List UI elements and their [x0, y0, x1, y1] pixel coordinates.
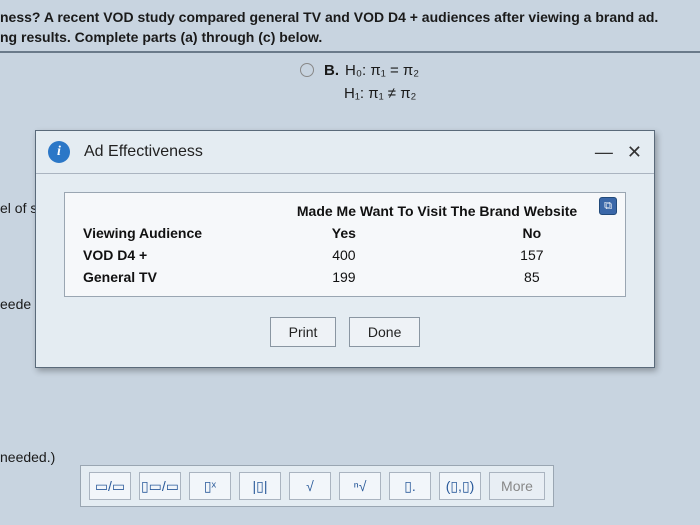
- cropped-left-text: el of s eede: [0, 200, 37, 392]
- print-button[interactable]: Print: [270, 317, 337, 347]
- tool-interval[interactable]: (▯,▯): [439, 472, 481, 500]
- math-toolbar: ▭/▭ ▯▭/▭ ▯ˣ |▯| √ ⁿ√ ▯. (▯,▯) More: [80, 465, 554, 507]
- col-audience: Viewing Audience: [65, 222, 249, 244]
- dialog-title: Ad Effectiveness: [84, 143, 595, 161]
- copy-icon[interactable]: ⧉: [599, 197, 617, 215]
- close-button[interactable]: ✕: [627, 142, 642, 163]
- tool-power[interactable]: ▯ˣ: [189, 472, 231, 500]
- data-table: Made Me Want To Visit The Brand Website …: [65, 199, 625, 288]
- data-table-panel: ⧉ Made Me Want To Visit The Brand Websit…: [64, 192, 626, 297]
- table-super-header: Made Me Want To Visit The Brand Website: [249, 199, 625, 222]
- tool-abs[interactable]: |▯|: [239, 472, 281, 500]
- col-no: No: [439, 222, 625, 244]
- null-hypothesis: H₀: π₁ = π₂: [345, 60, 419, 83]
- cell-yes: 199: [249, 266, 439, 288]
- tool-dot[interactable]: ▯.: [389, 472, 431, 500]
- cell-no: 85: [439, 266, 625, 288]
- cell-yes: 400: [249, 244, 439, 266]
- option-label: B.: [324, 60, 339, 83]
- cell-no: 157: [439, 244, 625, 266]
- minimize-button[interactable]: —: [595, 142, 613, 163]
- tool-fraction[interactable]: ▭/▭: [89, 472, 131, 500]
- table-row: VOD D4 + 400 157: [65, 244, 625, 266]
- tool-nroot[interactable]: ⁿ√: [339, 472, 381, 500]
- row-label: General TV: [65, 266, 249, 288]
- ad-effectiveness-dialog: i Ad Effectiveness — ✕ ⧉ Made Me Want To…: [35, 130, 655, 368]
- table-row: General TV 199 85: [65, 266, 625, 288]
- question-text: ness? A recent VOD study compared genera…: [0, 0, 700, 53]
- dialog-titlebar: i Ad Effectiveness — ✕: [36, 131, 654, 174]
- crop-a: el of s: [0, 200, 37, 216]
- hypothesis-option: B. H₀: π₁ = π₂ H₁: π₁ ≠ π₂: [300, 60, 419, 105]
- info-icon: i: [48, 141, 70, 163]
- row-label: VOD D4 +: [65, 244, 249, 266]
- crop-b: eede: [0, 296, 37, 312]
- tool-mixed[interactable]: ▯▭/▭: [139, 472, 181, 500]
- tool-sqrt[interactable]: √: [289, 472, 331, 500]
- needed-text: needed.): [0, 449, 55, 465]
- tool-more[interactable]: More: [489, 472, 545, 500]
- radio-option-b[interactable]: [300, 63, 314, 77]
- done-button[interactable]: Done: [349, 317, 420, 347]
- alt-hypothesis: H₁: π₁ ≠ π₂: [344, 83, 416, 106]
- col-yes: Yes: [249, 222, 439, 244]
